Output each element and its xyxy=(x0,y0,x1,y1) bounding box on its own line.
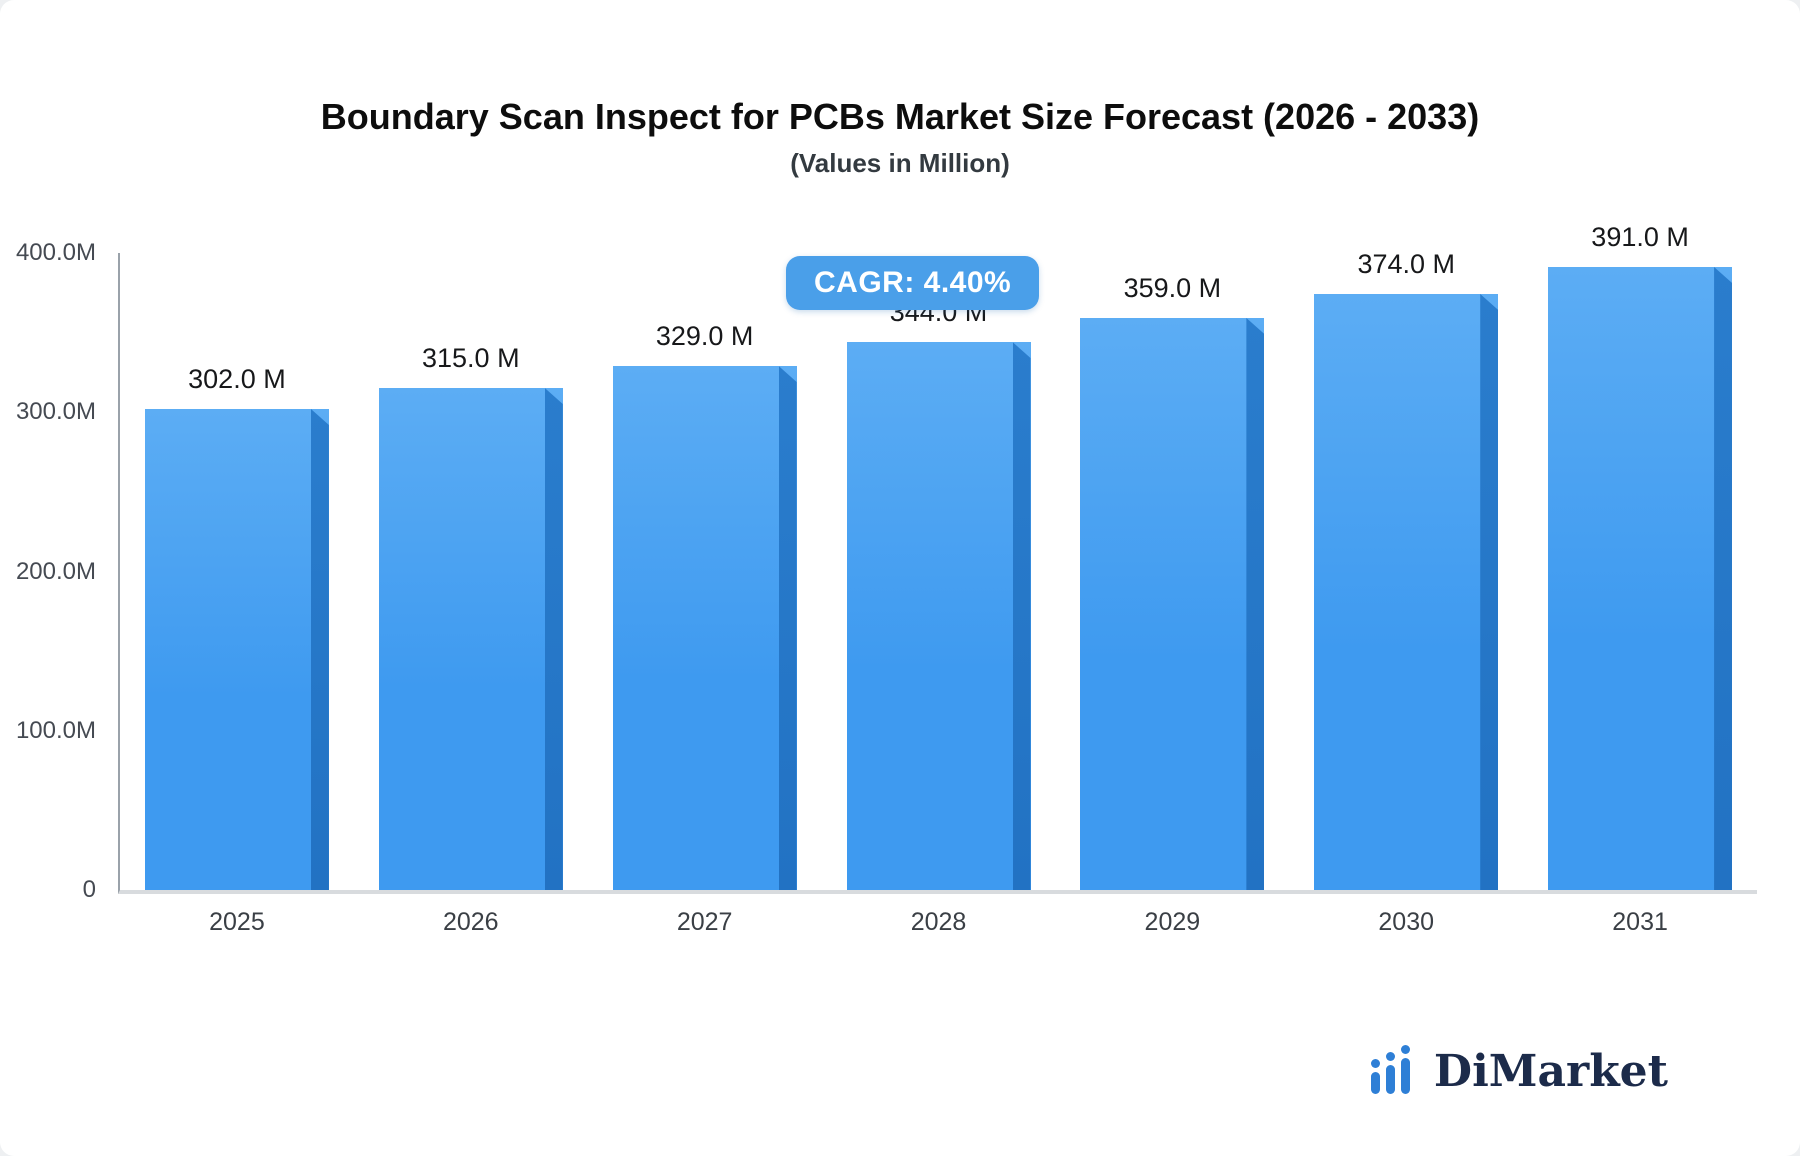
bar-value-label: 315.0 M xyxy=(422,343,520,373)
x-axis-label: 2029 xyxy=(1144,908,1201,936)
y-axis-label: 100.0M xyxy=(15,716,96,744)
bar xyxy=(1080,318,1265,890)
bar-value-label: 359.0 M xyxy=(1123,273,1222,303)
bar-group: 374.0 M 2030 xyxy=(1289,249,1523,936)
x-axis-label: 2027 xyxy=(676,908,733,936)
bar-value-label: 302.0 M xyxy=(188,364,286,394)
bar-group: 344.0 M 2028 xyxy=(822,253,1056,936)
dimarket-logo-icon xyxy=(1370,1045,1410,1094)
bar-group: 302.0 M 2025 xyxy=(120,253,354,936)
y-axis-label: 0 xyxy=(82,876,96,903)
bar xyxy=(846,342,1031,890)
bar-group: 329.0 M 2027 xyxy=(588,253,822,936)
x-axis-label: 2031 xyxy=(1612,908,1668,936)
cagr-badge: CAGR: 4.40% xyxy=(786,256,1040,310)
bar-value-label: 374.0 M xyxy=(1357,249,1455,279)
bar-group: 315.0 M 2026 xyxy=(354,253,588,936)
x-axis-label: 2028 xyxy=(910,908,967,936)
x-axis-label: 2026 xyxy=(442,908,499,936)
y-axis-label: 200.0M xyxy=(15,557,96,585)
y-axis: 400.0M 300.0M 200.0M 100.0M 0 xyxy=(0,239,106,903)
bar xyxy=(144,409,329,890)
bar xyxy=(1548,267,1733,890)
y-axis-label: 300.0M xyxy=(15,398,96,426)
brand-logo: DiMarket xyxy=(1366,1044,1668,1098)
brand-name: DiMarket xyxy=(1433,1045,1668,1097)
x-axis-label: 2030 xyxy=(1378,908,1435,936)
y-axis-label: 400.0M xyxy=(15,239,96,266)
chart-title: Boundary Scan Inspect for PCBs Market Si… xyxy=(320,96,1480,137)
bar-group: 391.0 M 2031 xyxy=(1523,222,1757,936)
plot-area: 302.0 M 2025 315.0 M 2026 329.0 M 2027 344.0 M… xyxy=(118,222,1757,936)
x-axis-label: 2025 xyxy=(209,908,265,936)
cagr-badge-label: CAGR: 4.40% xyxy=(814,266,1012,299)
bar xyxy=(378,388,563,890)
bar xyxy=(612,366,797,890)
bar-value-label: 329.0 M xyxy=(655,321,754,351)
bar xyxy=(1314,294,1499,890)
chart-subtitle: (Values in Million) xyxy=(790,148,1010,178)
bar-value-label: 391.0 M xyxy=(1591,222,1689,252)
bar-group: 359.0 M 2029 xyxy=(1055,253,1289,936)
